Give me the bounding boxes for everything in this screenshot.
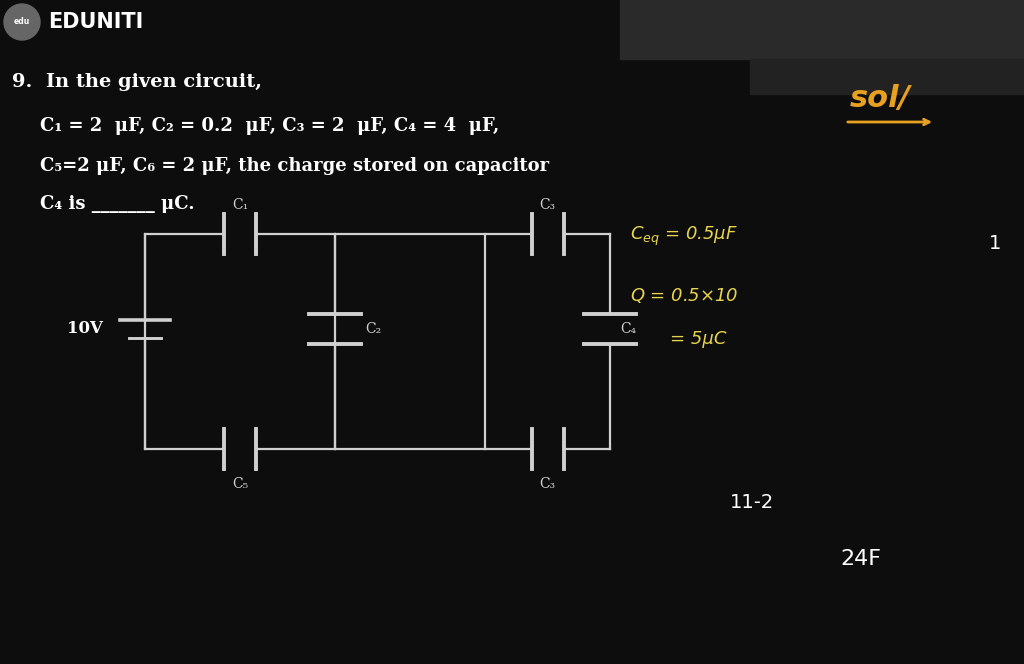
- FancyBboxPatch shape: [750, 59, 1024, 94]
- Text: C₅=2 μF, C₆ = 2 μF, the charge stored on capacitor: C₅=2 μF, C₆ = 2 μF, the charge stored on…: [40, 157, 549, 175]
- Text: C₄ is _______ μC.: C₄ is _______ μC.: [40, 195, 195, 213]
- Text: C₄: C₄: [620, 322, 636, 336]
- Text: C₅: C₅: [232, 477, 248, 491]
- Text: 10V: 10V: [68, 321, 103, 337]
- Text: C₁: C₁: [232, 198, 248, 212]
- Text: sol/: sol/: [850, 84, 910, 114]
- Text: 24F: 24F: [840, 549, 881, 569]
- Text: C₁ = 2  μF, C₂ = 0.2  μF, C₃ = 2  μF, C₄ = 4  μF,: C₁ = 2 μF, C₂ = 0.2 μF, C₃ = 2 μF, C₄ = …: [40, 117, 500, 135]
- Text: $C_{eq}$ = 0.5μF: $C_{eq}$ = 0.5μF: [630, 224, 738, 248]
- Text: edu: edu: [14, 17, 30, 27]
- Text: 9.  In the given circuit,: 9. In the given circuit,: [12, 73, 262, 91]
- Text: = 5μC: = 5μC: [670, 330, 726, 348]
- Circle shape: [4, 4, 40, 40]
- Text: EDUNITI: EDUNITI: [48, 12, 143, 32]
- Text: C₃: C₃: [540, 477, 556, 491]
- Text: $Q$ = 0.5×10: $Q$ = 0.5×10: [630, 286, 738, 305]
- Text: 11-2: 11-2: [730, 493, 774, 511]
- Text: C₃: C₃: [540, 198, 556, 212]
- Text: C₂: C₂: [365, 322, 381, 336]
- Text: 1: 1: [989, 234, 1001, 254]
- FancyBboxPatch shape: [620, 0, 1024, 59]
